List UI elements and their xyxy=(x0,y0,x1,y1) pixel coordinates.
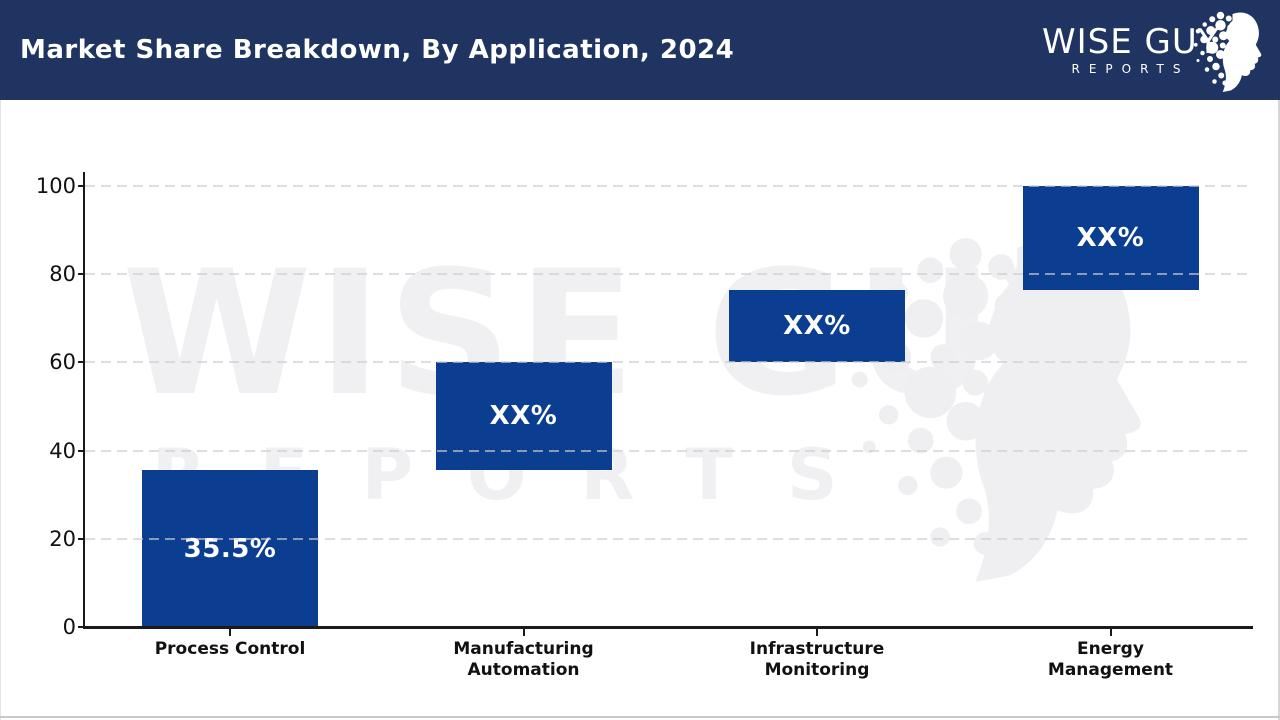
logo-text: WISE GUY REPORTS xyxy=(1042,22,1220,76)
y-tick-mark xyxy=(78,185,85,187)
y-tick-label: 20 xyxy=(49,526,76,551)
waterfall-bar: XX% xyxy=(435,362,612,471)
x-tick-mark xyxy=(522,629,525,636)
y-tick-mark xyxy=(78,273,85,276)
wiseguy-logo: WISE GUY REPORTS xyxy=(1028,6,1268,94)
y-tick-label: 60 xyxy=(49,350,76,375)
bottom-border-line xyxy=(0,716,1280,718)
page-title: Market Share Breakdown, By Application, … xyxy=(20,35,735,65)
x-category-label: Energy Management xyxy=(1047,639,1174,680)
y-tick-label: 80 xyxy=(49,262,76,287)
wiseguy-head-icon xyxy=(1182,8,1268,92)
x-tick-mark xyxy=(1109,629,1112,636)
y-gridline xyxy=(85,273,1253,276)
y-axis-line xyxy=(83,172,85,629)
logo-subtitle: REPORTS xyxy=(1071,62,1190,76)
y-tick-mark xyxy=(78,449,85,452)
header-bar: Market Share Breakdown, By Application, … xyxy=(0,0,1280,100)
y-tick-label: 100 xyxy=(35,174,76,198)
y-tick-mark xyxy=(78,537,85,540)
y-tick-mark xyxy=(78,626,85,628)
right-border-line xyxy=(1278,100,1280,720)
x-axis-line xyxy=(83,626,1253,629)
left-border-line xyxy=(0,100,1,720)
watermark-head-icon xyxy=(770,222,1200,583)
x-tick-mark xyxy=(229,629,231,636)
x-tick-mark xyxy=(816,629,818,636)
y-gridline xyxy=(85,185,1253,187)
y-tick-label: 0 xyxy=(62,615,76,639)
y-gridline xyxy=(85,449,1253,452)
bar-value-label: XX% xyxy=(1076,222,1145,253)
y-tick-label: 40 xyxy=(49,438,76,463)
logo-wordmark: WISE GUY xyxy=(1042,22,1220,62)
y-tick-mark xyxy=(78,361,85,364)
waterfall-bar: 35.5% xyxy=(142,470,318,627)
waterfall-bar: XX% xyxy=(729,289,905,363)
y-gridline xyxy=(85,361,1253,364)
x-category-label: Infrastructure Monitoring xyxy=(749,639,885,680)
bar-value-label: XX% xyxy=(783,311,851,341)
x-category-label: Manufacturing Automation xyxy=(453,639,594,680)
y-gridline xyxy=(85,537,1253,540)
bar-value-label: XX% xyxy=(489,401,558,432)
x-category-label: Process Control xyxy=(154,639,306,659)
waterfall-bar: XX% xyxy=(1022,186,1199,290)
